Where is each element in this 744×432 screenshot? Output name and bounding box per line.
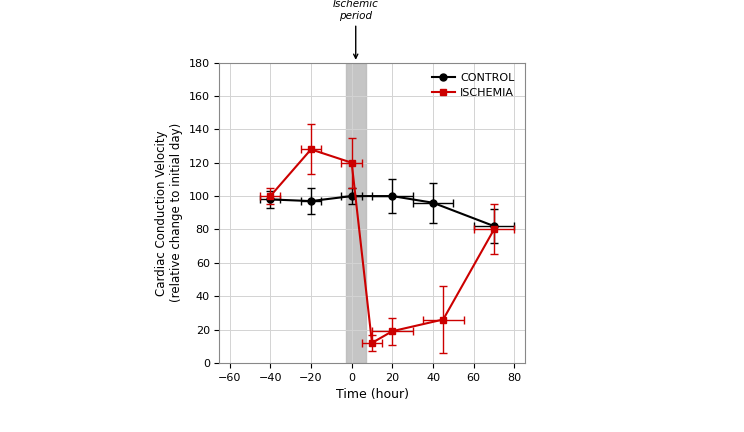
X-axis label: Time (hour): Time (hour) (336, 388, 408, 401)
Text: Ischemic
period: Ischemic period (333, 0, 379, 58)
Bar (345, 63, 366, 363)
Legend: CONTROL, ISCHEMIA: CONTROL, ISCHEMIA (428, 68, 519, 103)
Y-axis label: Cardiac Conduction Velocity
(relative change to initial day): Cardiac Conduction Velocity (relative ch… (155, 123, 183, 302)
